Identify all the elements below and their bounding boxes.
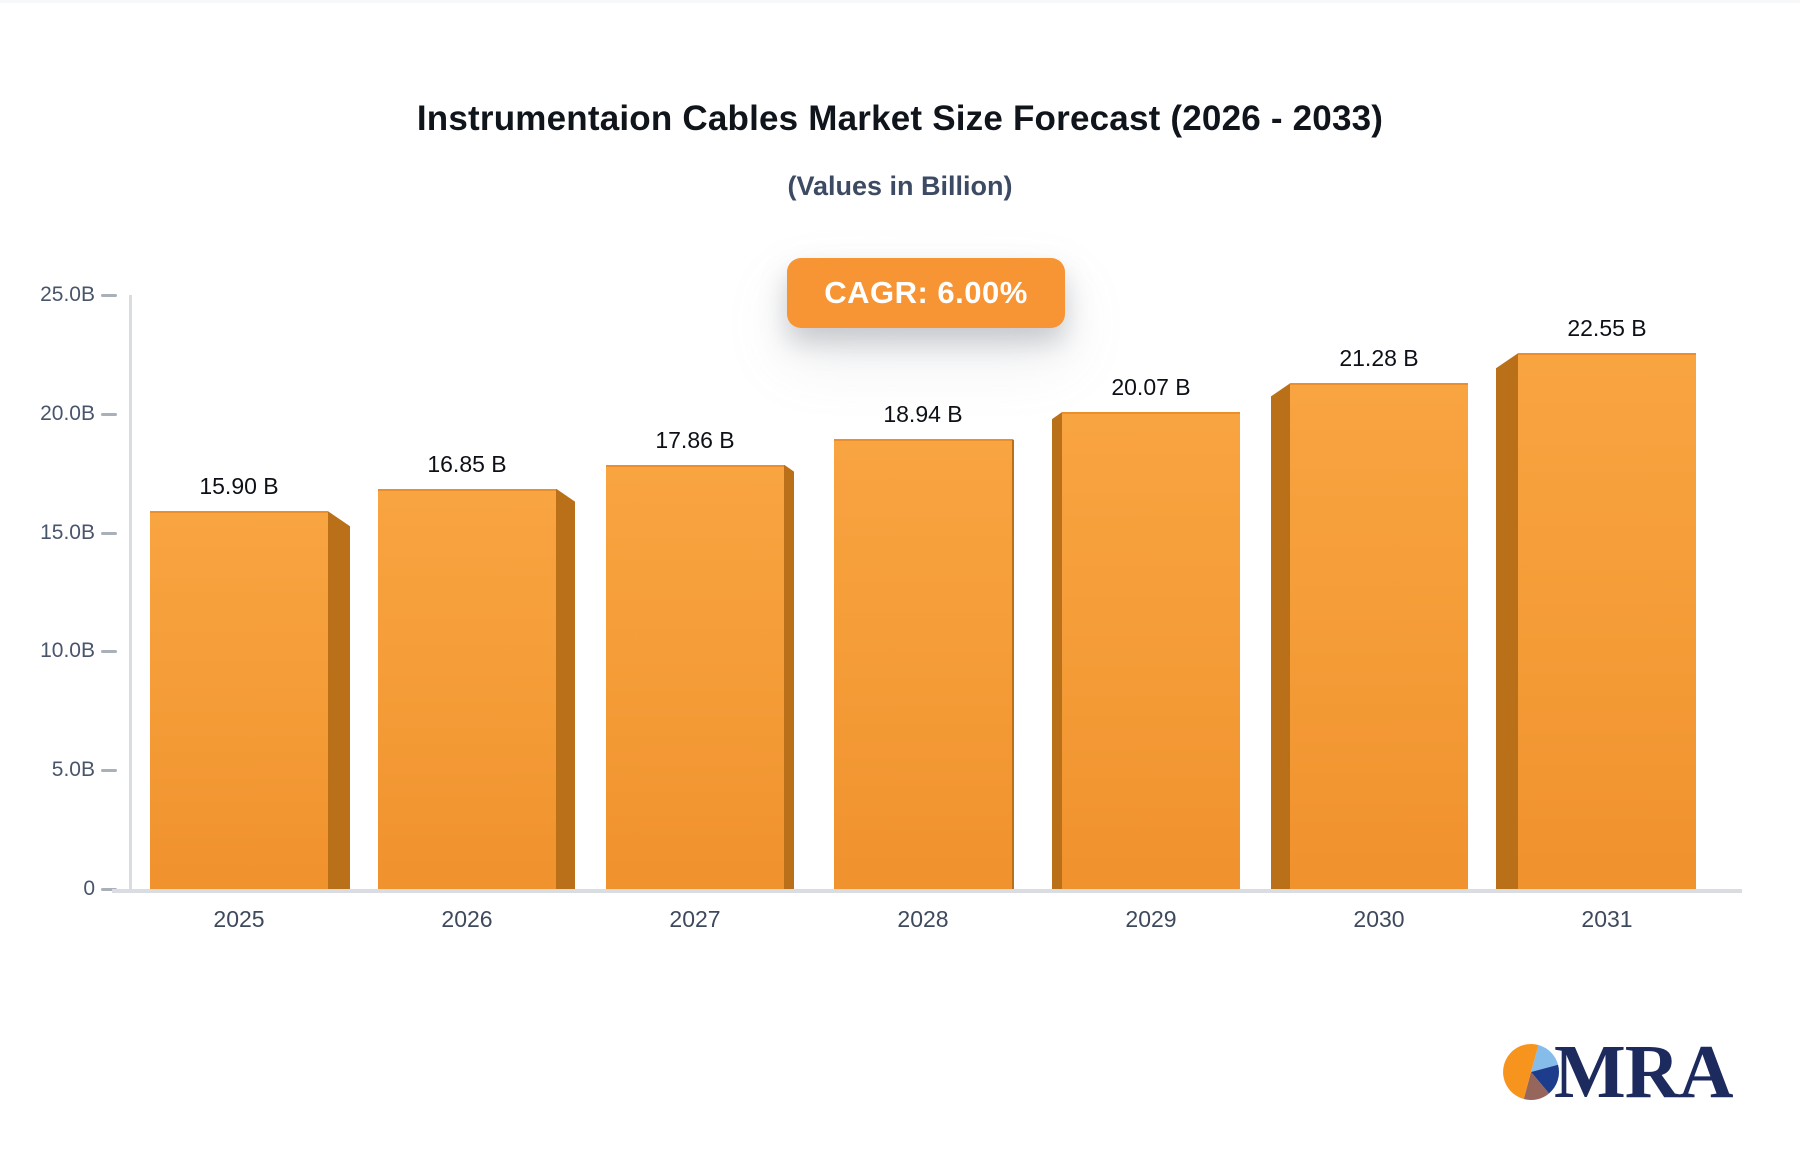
x-tick-label: 2030 <box>1353 906 1405 932</box>
y-tick-dash <box>101 650 117 654</box>
y-tick-label: 25.0B <box>40 283 95 306</box>
chart-title: Instrumentaion Cables Market Size Foreca… <box>416 99 1384 138</box>
bar-2030 <box>1290 383 1468 889</box>
bar-2028 <box>834 438 1012 889</box>
bar-side-2027 <box>784 464 794 889</box>
y-tick-dash <box>101 294 117 297</box>
bar-side-2030 <box>1271 383 1290 889</box>
x-tick-label: 2026 <box>441 906 493 932</box>
x-tick-label: 2025 <box>213 906 265 932</box>
y-tick-label: 15.0B <box>40 520 95 544</box>
y-axis-line <box>129 295 132 893</box>
y-tick-label: 20.0B <box>40 401 95 425</box>
bar-value-label: 18.94 B <box>883 400 963 427</box>
mra-logo-text: MRA <box>1554 1030 1734 1114</box>
bar-2031 <box>1518 353 1696 889</box>
mra-logo: MRA <box>1502 1030 1734 1114</box>
y-tick-dash <box>101 888 117 891</box>
y-tick-label: 5.0B <box>51 758 95 782</box>
bar-value-label: 17.86 B <box>655 426 735 453</box>
x-axis-line <box>112 889 1742 893</box>
bar-value-label: 20.07 B <box>1111 374 1191 401</box>
y-tick-dash <box>101 769 117 773</box>
bar-side-2025 <box>328 511 350 889</box>
chart-subtitle: (Values in Billion) <box>787 171 1013 201</box>
cagr-badge: CAGR: 6.00% <box>787 258 1065 328</box>
bar-value-label: 22.55 B <box>1567 315 1647 342</box>
y-tick-label: 0 <box>83 877 95 900</box>
y-tick-dash <box>101 412 117 416</box>
bar-side-2031 <box>1496 353 1518 889</box>
x-tick-label: 2027 <box>669 906 721 932</box>
bar-2026 <box>378 488 556 889</box>
x-tick-label: 2031 <box>1581 906 1633 932</box>
bar-side-2029 <box>1052 412 1062 889</box>
bar-value-label: 16.85 B <box>427 450 507 477</box>
y-tick-dash <box>101 531 117 535</box>
bar-side-2026 <box>556 488 575 889</box>
bar-value-label: 15.90 B <box>199 473 279 500</box>
cagr-badge-label: CAGR: 6.00% <box>824 275 1028 310</box>
bar-2029 <box>1062 412 1240 889</box>
y-tick-label: 10.0B <box>40 639 95 663</box>
bar-side-2028 <box>1012 438 1014 889</box>
x-tick-label: 2028 <box>897 906 949 932</box>
bar-2025 <box>150 511 328 889</box>
mra-pie-icon <box>1503 1043 1559 1100</box>
bar-value-label: 21.28 B <box>1339 345 1419 372</box>
x-tick-label: 2029 <box>1125 906 1177 932</box>
bar-2027 <box>606 464 784 889</box>
